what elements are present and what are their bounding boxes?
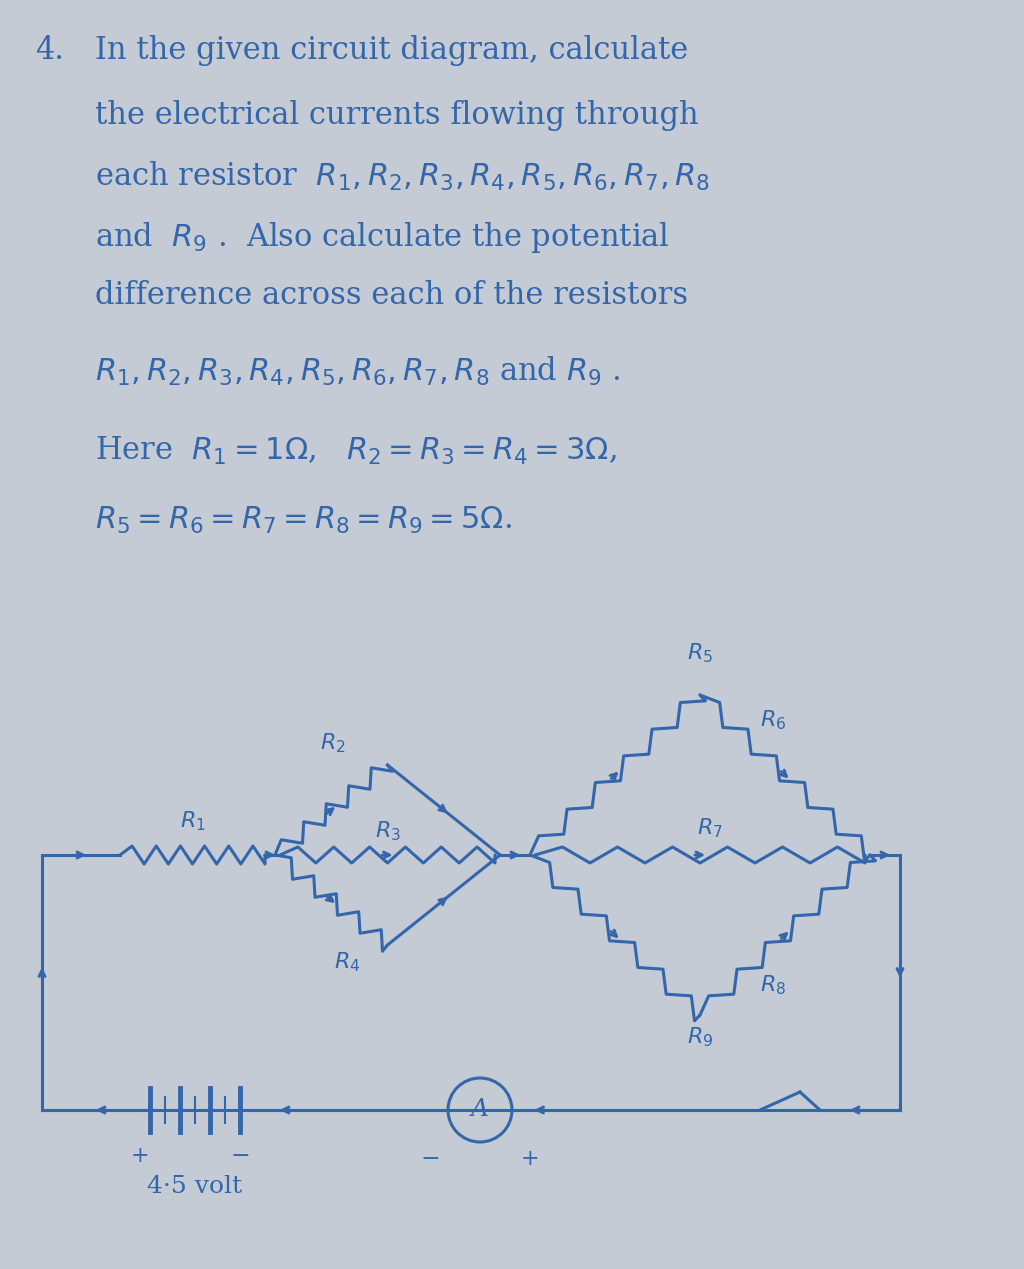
Text: $R_5 = R_6 = R_7 = R_8 = R_9 = 5\Omega$.: $R_5 = R_6 = R_7 = R_8 = R_9 = 5\Omega$. — [95, 505, 512, 536]
Text: +: + — [131, 1145, 150, 1167]
Text: $R_4$: $R_4$ — [334, 950, 360, 973]
Text: $R_1, R_2, R_3, R_4, R_5, R_6, R_7, R_8$ and $R_9$ .: $R_1, R_2, R_3, R_4, R_5, R_6, R_7, R_8$… — [95, 355, 621, 388]
Text: $R_5$: $R_5$ — [687, 641, 713, 665]
Text: $R_8$: $R_8$ — [760, 973, 786, 997]
Text: $R_7$: $R_7$ — [697, 816, 723, 840]
Text: and  $R_9$ .  Also calculate the potential: and $R_9$ . Also calculate the potential — [95, 220, 670, 255]
Text: $R_9$: $R_9$ — [687, 1025, 713, 1048]
Text: A: A — [471, 1099, 489, 1122]
Text: $R_2$: $R_2$ — [319, 731, 345, 755]
Text: the electrical currents flowing through: the electrical currents flowing through — [95, 100, 698, 131]
Text: −: − — [420, 1148, 440, 1171]
Text: 4.: 4. — [35, 36, 63, 66]
Text: $R_1$: $R_1$ — [179, 810, 206, 832]
Text: difference across each of the resistors: difference across each of the resistors — [95, 280, 688, 311]
Text: $R_6$: $R_6$ — [760, 708, 786, 732]
Text: $R_3$: $R_3$ — [375, 820, 400, 843]
Text: +: + — [520, 1148, 540, 1170]
Text: −: − — [230, 1145, 250, 1167]
Text: each resistor  $R_1, R_2, R_3, R_4, R_5, R_6, R_7, R_8$: each resistor $R_1, R_2, R_3, R_4, R_5, … — [95, 160, 711, 193]
Text: In the given circuit diagram, calculate: In the given circuit diagram, calculate — [95, 36, 688, 66]
Text: 4·5 volt: 4·5 volt — [147, 1175, 243, 1198]
Text: Here  $R_1 = 1\Omega$,   $R_2 = R_3 = R_4 = 3\Omega$,: Here $R_1 = 1\Omega$, $R_2 = R_3 = R_4 =… — [95, 435, 616, 467]
